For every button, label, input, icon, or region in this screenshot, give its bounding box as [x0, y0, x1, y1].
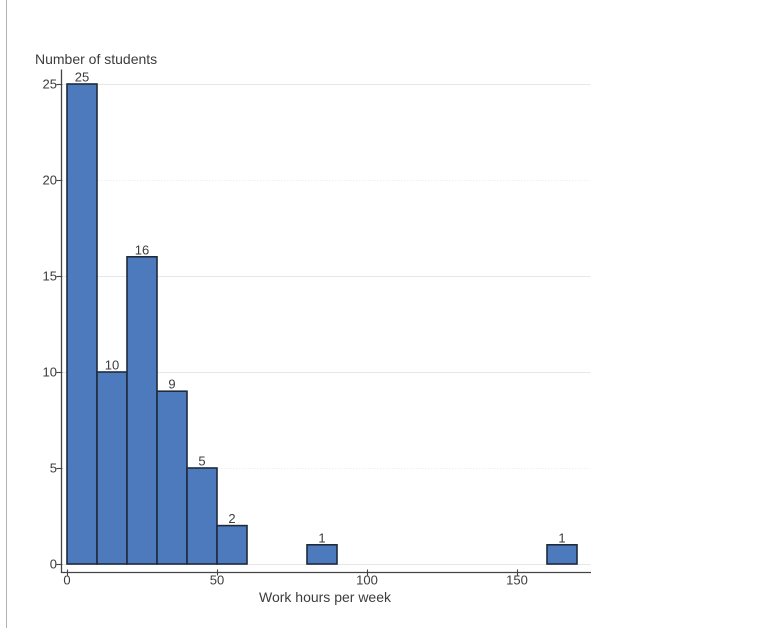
- svg-text:15: 15: [43, 269, 57, 284]
- svg-text:25: 25: [43, 77, 57, 92]
- svg-text:150: 150: [506, 573, 528, 588]
- svg-text:25: 25: [75, 70, 89, 85]
- svg-text:10: 10: [105, 358, 119, 373]
- svg-text:0: 0: [50, 557, 57, 572]
- svg-text:Work hours per week: Work hours per week: [259, 589, 392, 605]
- svg-text:5: 5: [198, 454, 205, 469]
- svg-text:1: 1: [558, 530, 565, 545]
- svg-text:100: 100: [356, 573, 378, 588]
- svg-text:50: 50: [210, 573, 224, 588]
- svg-text:2: 2: [228, 511, 235, 526]
- svg-text:20: 20: [43, 173, 57, 188]
- svg-text:10: 10: [43, 365, 57, 380]
- svg-text:1: 1: [318, 530, 325, 545]
- svg-text:16: 16: [135, 242, 149, 257]
- svg-text:9: 9: [168, 377, 175, 392]
- svg-text:5: 5: [50, 461, 57, 476]
- svg-text:0: 0: [63, 573, 70, 588]
- svg-text:Number of students: Number of students: [35, 51, 157, 67]
